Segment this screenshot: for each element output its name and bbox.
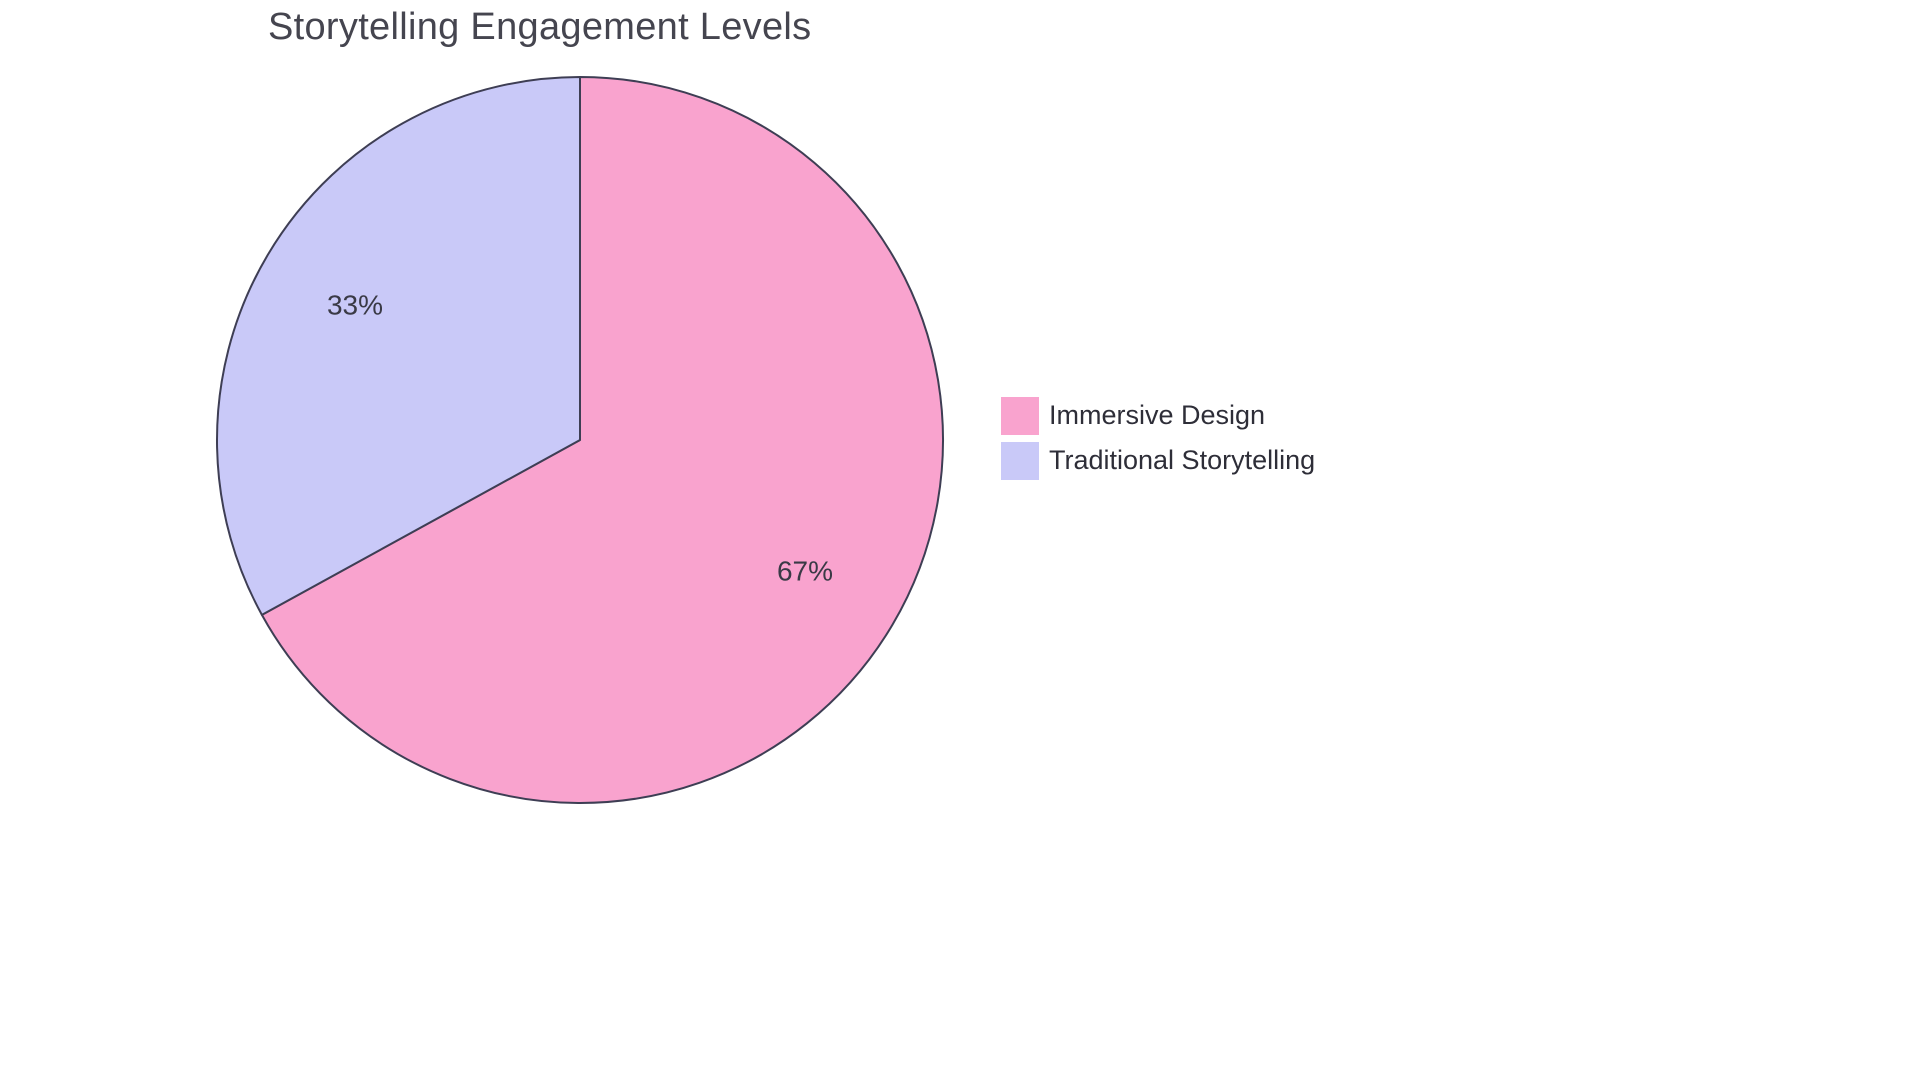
- legend-label-traditional-storytelling: Traditional Storytelling: [1049, 445, 1316, 475]
- pie-slice-traditional-storytelling[interactable]: [216, 76, 581, 616]
- legend-item-traditional-storytelling[interactable]: Traditional Storytelling: [1001, 438, 1315, 483]
- chart-title: Storytelling Engagement Levels: [268, 6, 812, 48]
- legend-swatch-immersive-design: [1001, 396, 1039, 435]
- slice-percent-label-immersive-design: 67%: [777, 555, 833, 586]
- legend-item-immersive-design[interactable]: Immersive Design: [1001, 393, 1315, 438]
- slice-percent-label-traditional-storytelling: 33%: [327, 289, 383, 320]
- legend-label-immersive-design: Immersive Design: [1049, 400, 1266, 430]
- legend: Immersive Design Traditional Storytelling: [1001, 393, 1315, 483]
- pie-slice-immersive-design[interactable]: [260, 76, 944, 804]
- legend-swatch-traditional-storytelling: [1001, 441, 1039, 480]
